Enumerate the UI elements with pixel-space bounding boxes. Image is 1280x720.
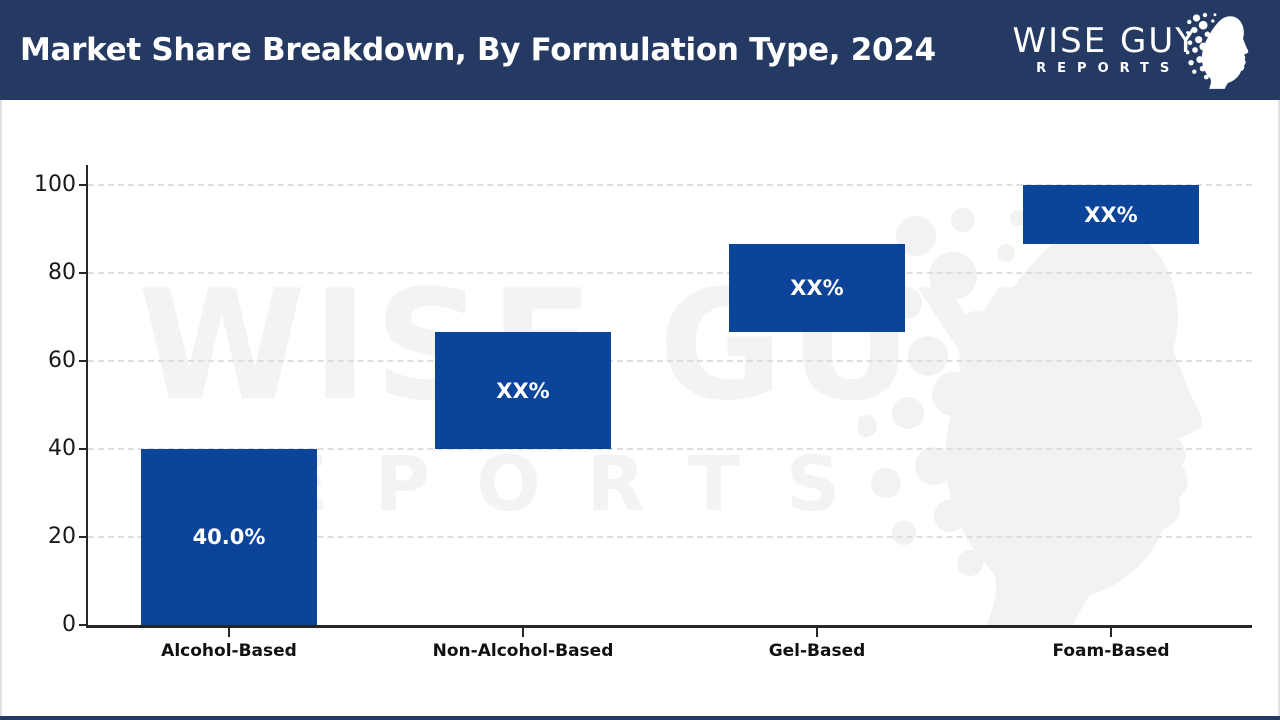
x-axis-line [86, 625, 1252, 628]
y-axis-tick-label: 40 [48, 436, 76, 461]
y-axis-tick-mark [79, 360, 88, 362]
gridline [88, 184, 1252, 186]
bar-segment: XX% [435, 332, 611, 449]
bar-value-label: XX% [1084, 202, 1138, 227]
bar-segment: 40.0% [141, 449, 317, 625]
y-axis-tick-mark [79, 624, 88, 626]
brand-logo: WISE GUY REPORTS [1012, 11, 1262, 89]
brand-name: WISE GUY [1012, 21, 1198, 62]
y-axis-tick-mark [79, 272, 88, 274]
x-axis-tick-mark [522, 628, 524, 637]
x-axis-tick-mark [228, 628, 230, 637]
gridline [88, 272, 1252, 274]
x-axis-category-label: Foam-Based [1052, 641, 1170, 661]
chart-title: Market Share Breakdown, By Formulation T… [20, 32, 936, 68]
brand-tagline: REPORTS [1036, 60, 1181, 76]
bar-value-label: XX% [496, 378, 550, 403]
gridline [88, 360, 1252, 362]
gridline [88, 448, 1252, 450]
y-axis-tick-mark [79, 536, 88, 538]
x-axis-tick-mark [816, 628, 818, 637]
y-axis-tick-label: 0 [62, 612, 76, 637]
x-axis-tick-mark [1110, 628, 1112, 637]
x-axis-category-label: Gel-Based [768, 641, 866, 661]
x-axis-category-label: Non-Alcohol-Based [432, 641, 614, 661]
header-bar: Market Share Breakdown, By Formulation T… [0, 0, 1280, 100]
y-axis-tick-label: 20 [48, 524, 76, 549]
y-axis-tick-mark [79, 184, 88, 186]
bar-value-label: XX% [790, 276, 844, 301]
bar-value-label: 40.0% [192, 525, 266, 549]
y-axis-line [86, 165, 88, 627]
bar-segment: XX% [729, 244, 905, 333]
y-axis-tick-label: 60 [48, 348, 76, 373]
y-axis-tick-label: 100 [34, 172, 76, 197]
x-axis-category-label: Alcohol-Based [161, 641, 297, 661]
footer-accent-bar [0, 716, 1280, 720]
gridline [88, 536, 1252, 538]
brand-face-icon [1186, 11, 1262, 89]
watermark-face-icon [858, 198, 1278, 628]
y-axis-tick-mark [79, 448, 88, 450]
y-axis-tick-label: 80 [48, 260, 76, 285]
brand-logo-text: WISE GUY REPORTS [1012, 21, 1198, 76]
bar-segment: XX% [1023, 185, 1199, 245]
